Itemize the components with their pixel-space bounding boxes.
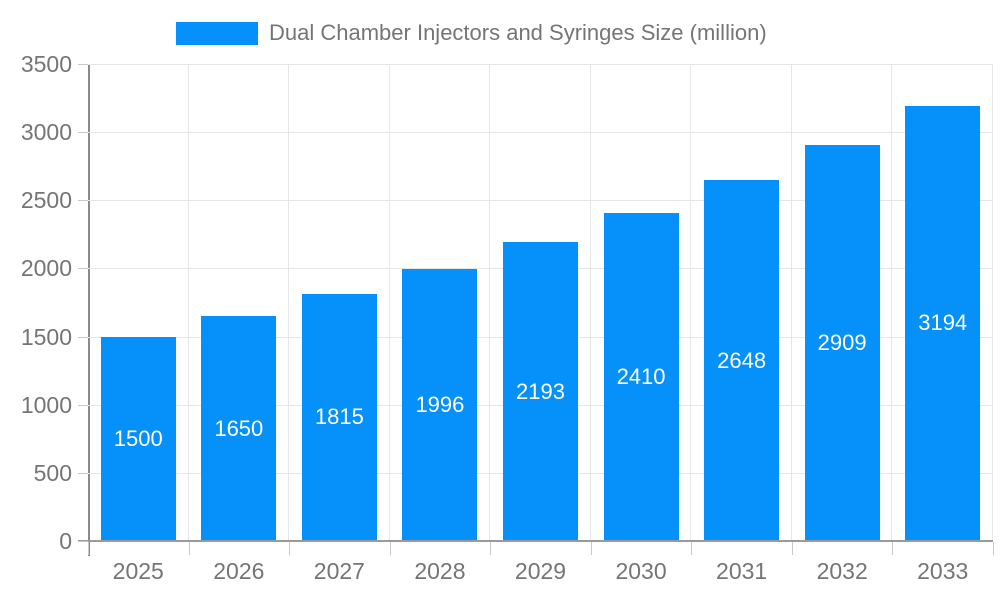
- gridline-horizontal: [88, 64, 993, 65]
- bar-2031: 2648: [704, 180, 780, 541]
- bar-value-label: 2410: [616, 363, 666, 389]
- y-axis-tick-label: 0: [59, 528, 72, 554]
- y-axis-tick: [78, 404, 88, 406]
- bar-value-label: 2909: [817, 329, 867, 355]
- gridline-horizontal: [88, 200, 993, 202]
- x-axis-tick: [289, 542, 291, 555]
- legend-swatch-icon: [176, 21, 258, 45]
- bar-value-label: 2648: [717, 347, 767, 373]
- gridline-vertical: [891, 64, 893, 541]
- y-axis-tick: [78, 268, 88, 270]
- bar-2033: 3194: [905, 105, 981, 541]
- bar-2025: 1500: [100, 336, 176, 541]
- bar-2027: 1815: [301, 293, 377, 541]
- x-axis-tick: [490, 542, 492, 555]
- y-axis-tick-label: 1000: [20, 391, 72, 418]
- bar-2026: 1650: [201, 316, 277, 541]
- y-axis-tick: [78, 472, 88, 474]
- gridline-vertical: [690, 64, 692, 541]
- chart-legend: Dual Chamber Injectors and Syringes Size…: [176, 20, 767, 46]
- y-axis-tick-label: 500: [33, 459, 72, 486]
- x-axis-tick-label: 2029: [514, 558, 567, 584]
- x-axis-tick: [188, 542, 190, 555]
- gridline-vertical: [187, 64, 189, 541]
- x-axis-tick-label: 2026: [213, 558, 265, 584]
- x-axis-tick: [892, 542, 894, 555]
- bar-value-label: 2193: [516, 378, 565, 404]
- y-axis-line: [88, 64, 90, 556]
- y-axis-tick-label: 2000: [20, 255, 72, 282]
- x-axis-tick-label: 2033: [917, 558, 969, 584]
- y-axis-tick-label: 1500: [20, 323, 72, 350]
- x-axis-tick: [691, 542, 693, 555]
- y-axis-tick: [78, 132, 88, 134]
- legend-item-series-1[interactable]: Dual Chamber Injectors and Syringes Size…: [176, 20, 767, 46]
- x-axis-line: [78, 540, 993, 542]
- y-axis-tick-label: 3500: [20, 51, 72, 77]
- x-axis-tick: [791, 542, 793, 555]
- y-axis-tick: [78, 200, 88, 202]
- x-axis-tick-label: 2028: [414, 558, 466, 584]
- x-axis-tick-label: 2030: [615, 558, 667, 584]
- y-axis-tick: [78, 541, 88, 542]
- y-axis-tick: [78, 336, 88, 338]
- x-axis-tick: [389, 542, 391, 555]
- bar-value-label: 1815: [314, 404, 364, 430]
- bar-value-label: 1996: [415, 391, 465, 417]
- gridline-vertical: [288, 64, 290, 541]
- x-axis-tick: [88, 542, 89, 555]
- bar-2028: 1996: [402, 268, 478, 541]
- x-axis-tick: [993, 542, 994, 555]
- bar-value-label: 1500: [113, 425, 163, 451]
- gridline-vertical: [992, 64, 993, 541]
- gridline-vertical: [388, 64, 390, 541]
- y-axis-tick-label: 3000: [20, 119, 72, 146]
- y-axis-tick-label: 2500: [20, 187, 72, 214]
- x-axis-tick: [590, 542, 592, 555]
- gridline-vertical: [790, 64, 792, 541]
- x-axis-tick-label: 2032: [816, 558, 868, 584]
- gridline-vertical: [489, 64, 491, 541]
- bar-value-label: 3194: [918, 310, 968, 336]
- bar-2032: 2909: [804, 144, 880, 541]
- legend-label: Dual Chamber Injectors and Syringes Size…: [269, 20, 767, 45]
- gridline-vertical: [589, 64, 591, 541]
- plot-area: 1500 1650 1815 1996 2193 2410 2648 2909 3194: [88, 64, 993, 541]
- bar-2030: 2410: [603, 212, 679, 541]
- bar-value-label: 1650: [214, 415, 264, 441]
- bar-2029: 2193: [502, 242, 578, 541]
- x-axis-tick-label: 2027: [313, 558, 365, 584]
- x-axis-tick-label: 2031: [716, 558, 768, 584]
- y-axis-tick: [78, 64, 88, 65]
- x-axis-tick-label: 2025: [112, 558, 164, 584]
- gridline-horizontal: [88, 132, 993, 134]
